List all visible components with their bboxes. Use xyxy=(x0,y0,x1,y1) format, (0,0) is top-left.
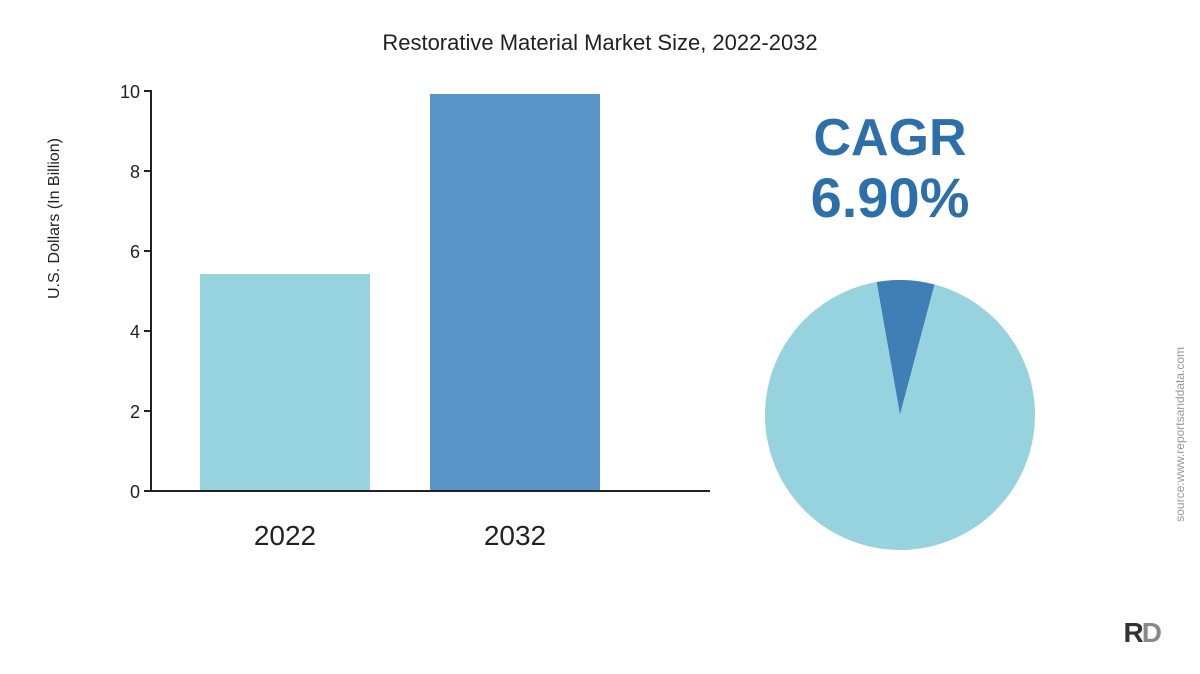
tick xyxy=(144,90,150,92)
bar-2022 xyxy=(200,274,370,490)
y-tick-0: 0 xyxy=(120,482,140,503)
brand-logo: RD xyxy=(1124,617,1160,649)
logo-d: D xyxy=(1142,617,1160,648)
source-text: source:www.reportsanddata.com xyxy=(1173,347,1187,522)
cagr-label: CAGR xyxy=(730,110,1050,167)
tick xyxy=(144,250,150,252)
tick xyxy=(144,170,150,172)
x-label-1: 2032 xyxy=(450,520,580,552)
logo-r: R xyxy=(1124,617,1142,648)
bar-2032 xyxy=(430,94,600,490)
x-label-0: 2022 xyxy=(220,520,350,552)
y-axis-label: U.S. Dollars (In Billion) xyxy=(46,138,64,299)
y-tick-3: 6 xyxy=(120,242,140,263)
y-tick-2: 4 xyxy=(120,322,140,343)
cagr-value: 6.90% xyxy=(730,167,1050,229)
cagr-box: CAGR 6.90% xyxy=(730,110,1050,229)
y-axis-line xyxy=(150,90,152,490)
tick xyxy=(144,490,150,492)
y-tick-4: 8 xyxy=(120,162,140,183)
x-axis-line xyxy=(150,490,710,492)
y-tick-5: 10 xyxy=(120,82,140,103)
tick xyxy=(144,330,150,332)
tick xyxy=(144,410,150,412)
pie-chart xyxy=(765,280,1035,550)
chart-title: Restorative Material Market Size, 2022-2… xyxy=(0,30,1200,56)
y-tick-1: 2 xyxy=(120,402,140,423)
